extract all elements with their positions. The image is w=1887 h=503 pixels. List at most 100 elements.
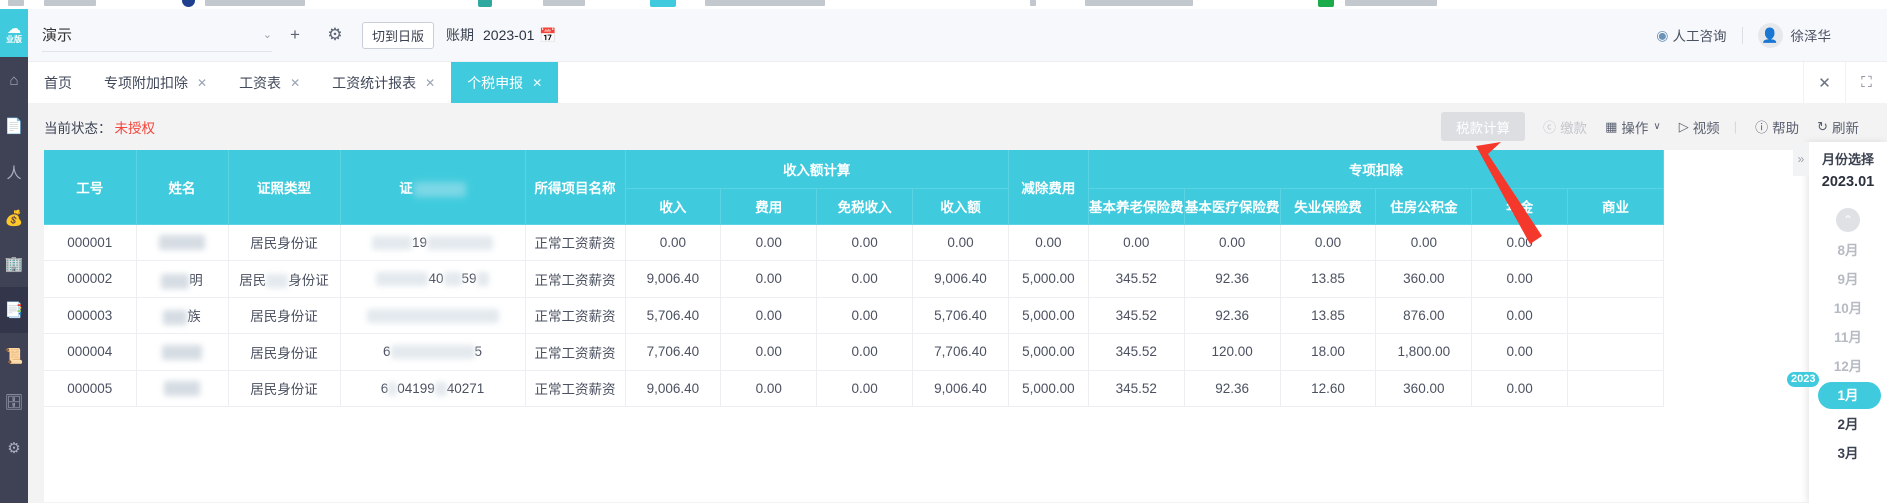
cell-cert-no: 40 59: [340, 260, 526, 298]
rail-item-archive[interactable]: 🗄: [0, 379, 28, 425]
rail-item-home[interactable]: ⌂: [0, 57, 28, 103]
cell-emp-no: 000005: [44, 370, 137, 407]
table-row[interactable]: 000001 居民身份证 19 正常工资薪资 0.00 0.00 0.00 0.…: [44, 224, 1664, 261]
col-commercial[interactable]: 商业: [1567, 188, 1664, 225]
fullscreen-button[interactable]: ⛶: [1845, 62, 1887, 103]
col-income-item[interactable]: 所得项目名称: [525, 150, 626, 225]
tab-tax-filing[interactable]: 个税申报 ✕: [451, 62, 559, 103]
col-group-special-deduction: 专项扣除: [1088, 150, 1665, 189]
cell-deduction: 5,000.00: [1008, 260, 1089, 298]
rail-item-settings[interactable]: ⚙: [0, 425, 28, 471]
table-row[interactable]: 000002 明 居民 身份证 40 59 正常工资薪资 9,006.40 0.00…: [44, 260, 1664, 298]
rail-item-report[interactable]: 📄: [0, 103, 28, 149]
col-cert-no[interactable]: 证: [340, 150, 526, 225]
table-row[interactable]: 000005 居民身份证 6 04199 40271 正常工资薪资 9,006.40…: [44, 370, 1664, 407]
period-value[interactable]: 2023-01: [483, 27, 535, 43]
calendar-icon[interactable]: 📅: [539, 26, 557, 43]
rail-item-building[interactable]: 🏢: [0, 241, 28, 287]
cell-fee: 0.00: [720, 260, 818, 298]
operate-button[interactable]: ▦ 操作 ∨: [1605, 117, 1661, 137]
month-item-2[interactable]: 2月: [1809, 410, 1887, 439]
cell-name: 族: [136, 297, 229, 334]
account-name: 演示: [42, 27, 73, 44]
tax-icon: 📑: [4, 302, 24, 319]
month-item-10[interactable]: 10月: [1809, 294, 1887, 323]
cell-unemployment: 0.00: [1280, 224, 1377, 261]
collapse-panel-button[interactable]: »: [1793, 142, 1809, 176]
refresh-button[interactable]: ↻ 刷新: [1817, 117, 1859, 137]
question-circle-icon: ⓘ: [1755, 120, 1769, 135]
col-name[interactable]: 姓名: [136, 150, 229, 225]
brand-logo[interactable]: ☁ 业版: [0, 9, 28, 57]
rail-item-chart[interactable]: 人: [0, 149, 28, 195]
cell-cert-no: 6 04199 40271: [340, 370, 526, 407]
col-fee[interactable]: 费用: [720, 188, 818, 225]
building-icon: 🏢: [4, 256, 24, 273]
col-deduction[interactable]: 减除费用: [1008, 150, 1089, 225]
help-button[interactable]: ⓘ 帮助: [1755, 117, 1799, 137]
cell-income-amt: 5,706.40: [912, 297, 1009, 334]
tab-special-deduction[interactable]: 专项附加扣除 ✕: [88, 62, 223, 103]
video-button[interactable]: ▷ 视频: [1679, 117, 1720, 137]
cell-commercial: [1567, 333, 1664, 371]
month-item-9[interactable]: 9月: [1809, 265, 1887, 294]
col-pension[interactable]: 基本养老保险费: [1088, 188, 1185, 225]
tax-filing-table: 工号 姓名 证照类型 证 所得项目名称 收入额计算 减除费用 专项扣除 收入 费…: [44, 150, 1665, 407]
pay-button[interactable]: ⓒ 缴款: [1543, 117, 1587, 137]
month-item-3[interactable]: 3月: [1809, 439, 1887, 468]
switch-version-button[interactable]: 切到日版: [362, 21, 435, 49]
consult-button[interactable]: ◉ 人工咨询: [1656, 25, 1726, 45]
add-account-button[interactable]: +: [278, 18, 312, 52]
close-icon[interactable]: ✕: [532, 75, 543, 90]
month-item-8[interactable]: 8月: [1809, 236, 1887, 265]
settings-button[interactable]: ⚙: [318, 18, 352, 52]
period-label: 账期: [446, 27, 475, 43]
close-icon[interactable]: ✕: [425, 75, 436, 90]
tab-payroll-report[interactable]: 工资统计报表 ✕: [316, 62, 451, 103]
scroll-up-button[interactable]: ⌃: [1836, 208, 1860, 232]
cell-name: [136, 333, 229, 371]
grid-icon: ▦: [1605, 118, 1618, 134]
avatar[interactable]: 👤: [1757, 22, 1783, 48]
cell-income-amt: 7,706.40: [912, 333, 1009, 371]
col-tax-free[interactable]: 免税收入: [816, 188, 914, 225]
tax-calc-label: 税款计算: [1456, 120, 1511, 136]
cell-tax-free: 0.00: [816, 297, 914, 334]
cell-fee: 0.00: [720, 224, 818, 261]
pay-label: 缴款: [1560, 120, 1588, 136]
col-income-amt[interactable]: 收入额: [912, 188, 1009, 225]
close-all-tabs-button[interactable]: ✕: [1803, 62, 1845, 103]
tab-payroll[interactable]: 工资表 ✕: [223, 62, 316, 103]
col-medical[interactable]: 基本医疗保险费: [1184, 188, 1281, 225]
tab-label: 工资表: [239, 74, 282, 91]
col-housing-fund[interactable]: 住房公积金: [1375, 188, 1473, 225]
col-unemployment[interactable]: 失业保险费: [1280, 188, 1377, 225]
cell-cert-type: 居民身份证: [228, 260, 341, 298]
cell-pension: 345.52: [1088, 370, 1185, 407]
rail-item-tax[interactable]: 📑: [0, 287, 28, 333]
table-row[interactable]: 000003 族 居民身份证 正常工资薪资 5,706.40 0.00 0.00…: [44, 297, 1664, 334]
close-icon[interactable]: ✕: [197, 75, 208, 90]
close-icon[interactable]: ✕: [290, 75, 301, 90]
month-item-1[interactable]: 2023 1月: [1787, 372, 1887, 410]
col-annuity[interactable]: 年金: [1471, 188, 1569, 225]
left-nav-rail[interactable]: ☁ 业版 ⌂ 📄 人 💰 🏢 📑 📜 🗄 ⚙: [0, 9, 28, 503]
col-cert-type[interactable]: 证照类型: [228, 150, 341, 225]
rail-item-money[interactable]: 💰: [0, 195, 28, 241]
cell-income-amt: 9,006.40: [912, 370, 1009, 407]
browser-bookmark-strip: [0, 0, 1887, 9]
cell-emp-no: 000003: [44, 297, 137, 334]
tab-home[interactable]: 首页: [28, 62, 88, 103]
user-name[interactable]: 徐泽华: [1790, 29, 1832, 44]
col-emp-no[interactable]: 工号: [44, 150, 137, 225]
tax-calc-button[interactable]: 税款计算: [1441, 112, 1526, 141]
rail-item-invoice[interactable]: 📜: [0, 333, 28, 379]
month-item-12[interactable]: 12月: [1809, 352, 1887, 381]
col-income[interactable]: 收入: [625, 188, 722, 225]
account-select[interactable]: 演示 ⌄: [42, 18, 272, 52]
month-item-11[interactable]: 11月: [1809, 323, 1887, 352]
user-icon: 👤: [1761, 26, 1779, 43]
cell-emp-no: 000004: [44, 333, 137, 371]
cell-fee: 0.00: [720, 297, 818, 334]
